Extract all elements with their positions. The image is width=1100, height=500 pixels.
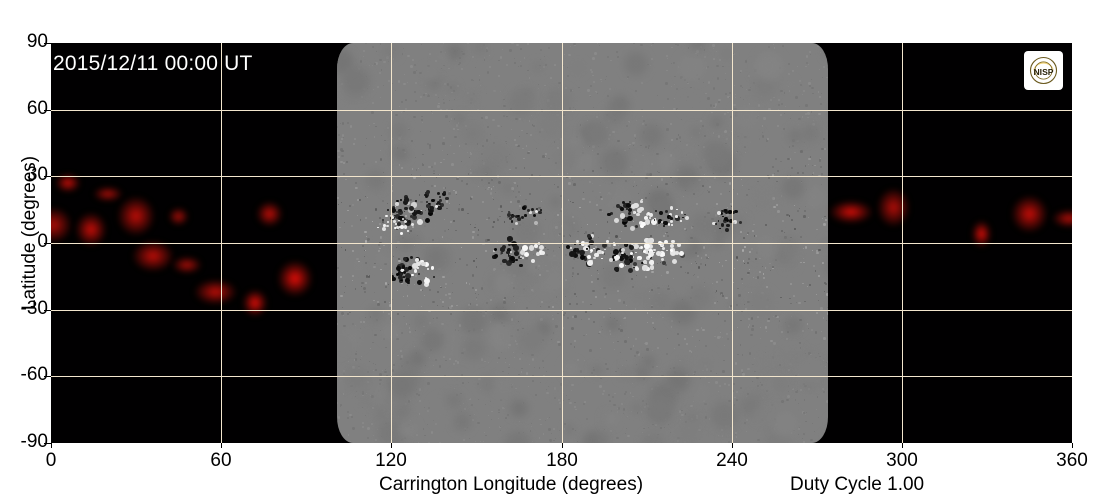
x-tick-label: 0: [45, 450, 57, 471]
gridline-horizontal: [51, 176, 1072, 177]
plot-clip: [51, 43, 1072, 443]
x-tick: [902, 443, 903, 448]
x-tick: [51, 443, 52, 448]
y-tick: [44, 176, 51, 177]
y-tick: [44, 443, 51, 444]
date-stamp: 2015/12/11 00:00 UT: [53, 52, 253, 75]
y-tick-label: 0: [37, 231, 48, 252]
x-axis-title: Carrington Longitude (degrees): [0, 474, 1100, 496]
plot-area: 2015/12/11 00:00 UT NISP: [51, 43, 1072, 443]
y-tick: [44, 110, 51, 111]
gridline-horizontal: [51, 110, 1072, 111]
x-tick: [221, 443, 222, 448]
gridline-horizontal: [51, 310, 1072, 311]
x-tick-label: 360: [1056, 450, 1088, 471]
y-tick-label: 30: [26, 164, 48, 185]
y-tick: [44, 43, 51, 44]
x-tick: [1072, 443, 1073, 448]
nisp-logo: NISP: [1024, 51, 1063, 90]
y-tick: [44, 310, 51, 311]
gridline-horizontal: [51, 376, 1072, 377]
x-tick-label: 300: [886, 450, 918, 471]
nisp-sun-icon: NISP: [1029, 56, 1058, 85]
y-tick-label: -90: [20, 431, 48, 452]
y-tick-label: 90: [26, 31, 48, 52]
x-tick: [391, 443, 392, 448]
magnetogram-texture: [337, 43, 829, 443]
y-axis-title: Latitude (degrees): [19, 155, 40, 311]
x-tick: [562, 443, 563, 448]
x-tick-label: 120: [375, 450, 407, 471]
x-tick-label: 60: [210, 450, 232, 471]
x-tick-label: 240: [716, 450, 748, 471]
y-tick-label: 60: [26, 98, 48, 119]
x-tick-label: 180: [546, 450, 578, 471]
y-tick: [44, 376, 51, 377]
gridline-horizontal: [51, 243, 1072, 244]
x-axis-title-text: Carrington Longitude (degrees): [378, 474, 644, 495]
nisp-logo-text: NISP: [1033, 67, 1053, 77]
y-tick-label: -60: [20, 364, 48, 385]
y-tick-label: -30: [20, 298, 48, 319]
duty-cycle-label: Duty Cycle 1.00: [790, 474, 925, 495]
y-tick: [44, 243, 51, 244]
x-tick: [732, 443, 733, 448]
